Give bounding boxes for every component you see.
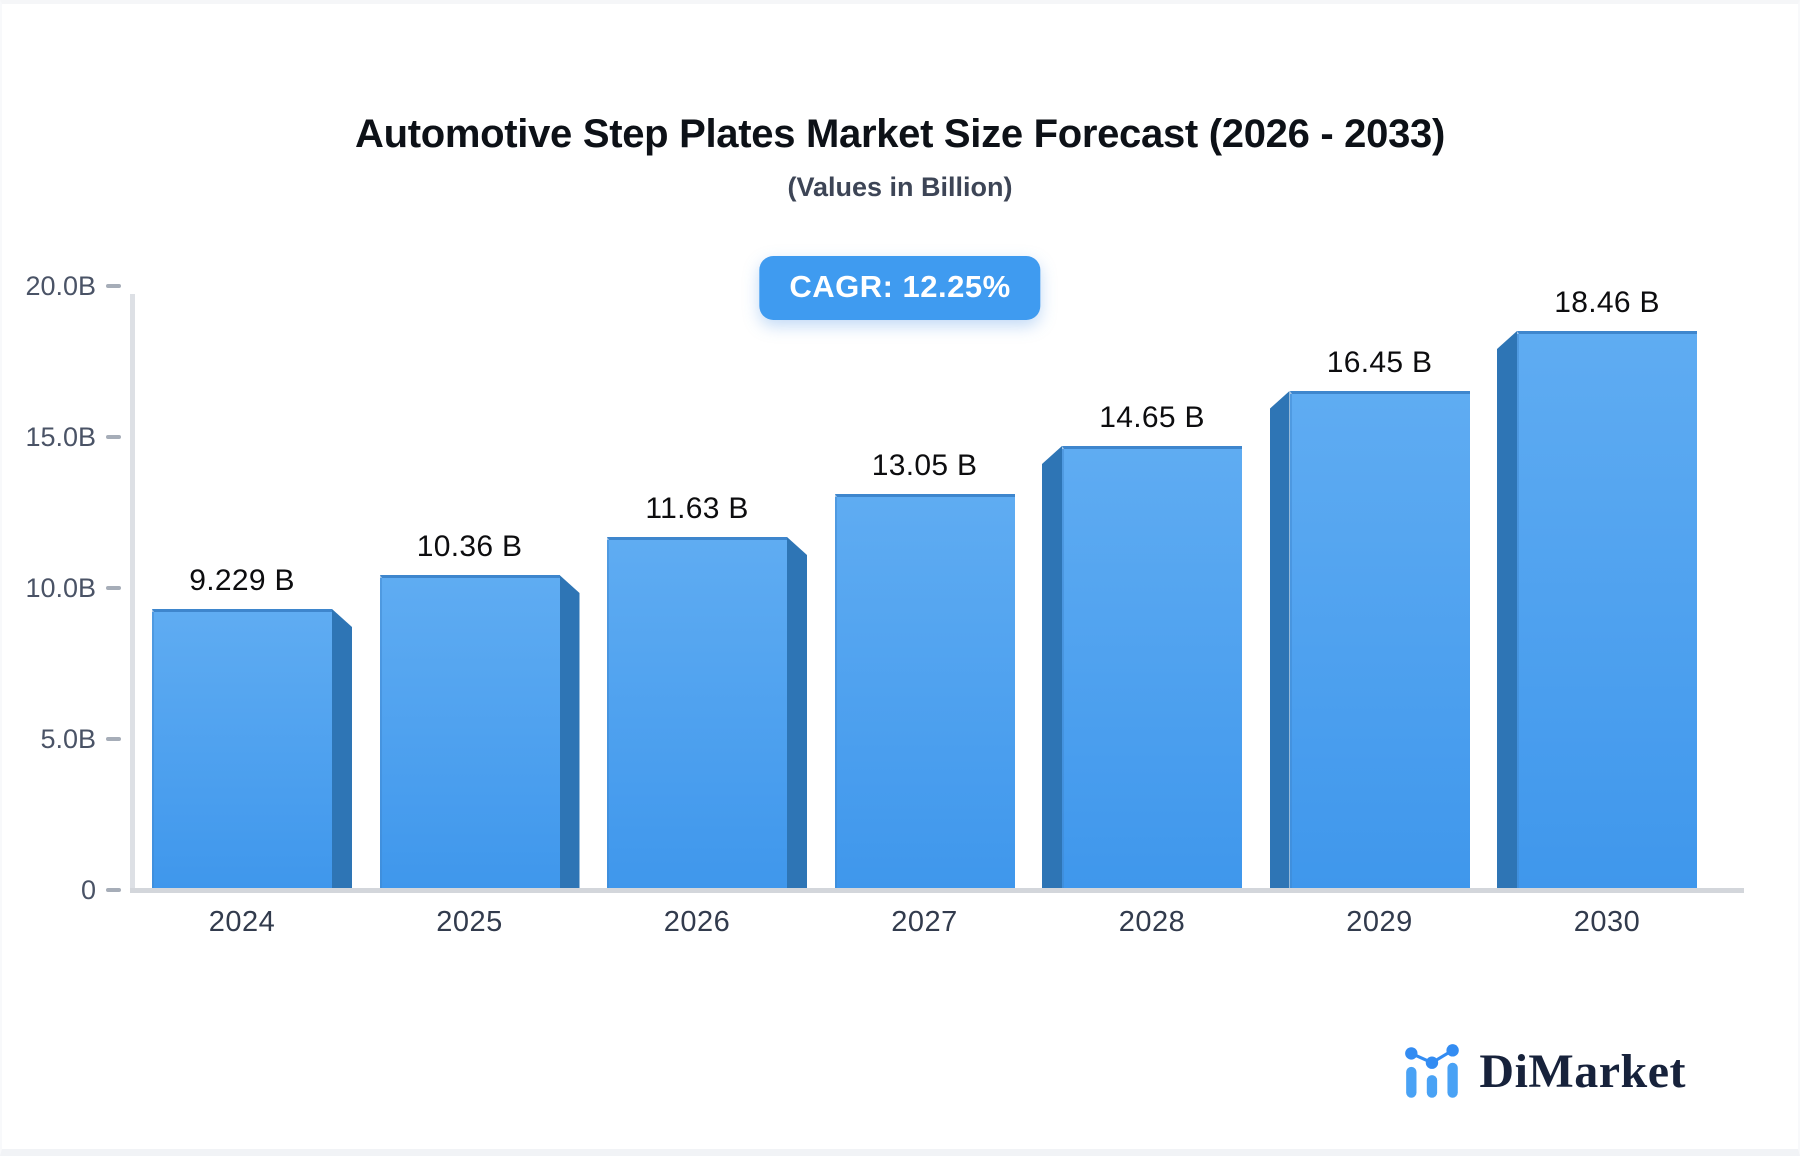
bar-side-face [787,537,807,888]
bar-2024 [152,609,352,888]
dimarket-logo: DiMarket [1401,1040,1686,1104]
bar-2029 [1269,391,1470,888]
y-tick-label: 10.0B [25,573,96,603]
bar-chart-logo-icon [1405,1044,1460,1098]
bar-face [1062,446,1242,888]
bar-side-face [559,575,580,888]
page-subtitle: (Values in Billion) [787,172,1013,202]
bar-side-face [1269,391,1290,888]
x-axis-label: 2028 [1118,906,1186,938]
y-tick-label: 20.0B [25,271,96,301]
bar-value-label: 16.45 B [1326,346,1433,379]
bar-value-label: 14.65 B [1099,401,1205,434]
x-axis-label: 2024 [208,906,276,938]
bar-value-label: 10.36 B [416,530,523,563]
x-axis-baseline [130,888,1744,893]
bar-value-label: 18.46 B [1554,286,1660,319]
cagr-badge: CAGR: 12.25% [759,256,1041,320]
bar-chart-plot: 0 5.0B 10.0B 15.0B 20.0B 9.229 B 2024 10.36 B 2… [2,4,1798,1149]
y-tick-dash [106,586,121,590]
y-axis-line [130,294,135,890]
y-tick-label: 15.0B [25,422,96,452]
bar-face [1289,391,1470,888]
x-axis-label: 2029 [1346,906,1413,938]
y-tick-dash [106,435,121,439]
bar-side-face [1042,446,1062,888]
y-tick-dash [106,284,121,288]
x-axis-label: 2025 [436,906,503,938]
bar-2026 [607,537,807,888]
bar-2028 [1042,446,1242,888]
y-tick-dash [106,737,121,741]
bar-value-label: 13.05 B [871,449,978,482]
logo-text: DiMarket [1479,1045,1686,1098]
bar-2030 [1497,331,1697,888]
bar-face [152,609,332,888]
bar-face [379,575,560,888]
bar-face [834,494,1015,888]
bar-side-face [1497,331,1517,888]
bar-value-label: 11.63 B [645,492,749,525]
y-tick-dash [106,888,121,892]
page-title: Automotive Step Plates Market Size Forec… [355,112,1445,156]
bar-value-label: 9.229 B [189,564,295,597]
bar-side-face [332,609,352,888]
x-axis-label: 2027 [891,906,958,938]
bar-face [1517,331,1697,888]
bar-2027 [834,494,1015,888]
y-tick-label: 5.0B [40,724,96,754]
y-tick-label: 0 [80,875,96,905]
bar-2025 [379,575,580,888]
x-axis-label: 2030 [1573,906,1641,938]
x-axis-label: 2026 [663,906,731,938]
bar-face [607,537,787,888]
